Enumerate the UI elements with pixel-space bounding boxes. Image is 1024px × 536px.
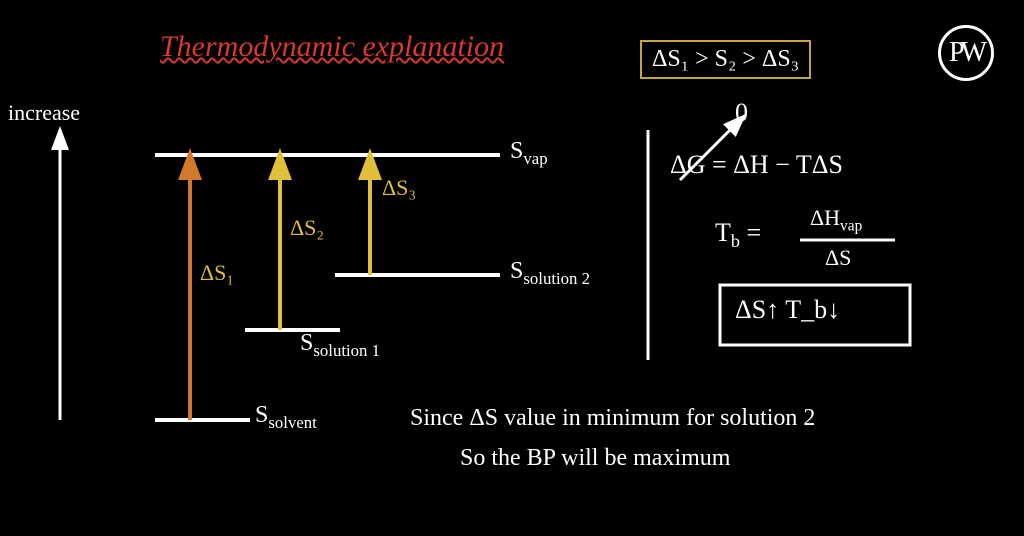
label-svap: Svap — [510, 138, 548, 169]
tb-eq-left: Tb = — [715, 218, 761, 252]
axis-label: increase — [8, 100, 80, 126]
label-ds2: ΔS₂ — [290, 215, 324, 241]
tb-frac-top: ΔHvap — [810, 205, 862, 235]
conclusion-line1: Since ΔS value in minimum for solution 2 — [410, 405, 815, 432]
label-ds1: ΔS₁ — [200, 260, 234, 286]
tb-frac-bot: ΔS — [825, 245, 851, 271]
conclusion-line2: So the BP will be maximum — [460, 445, 730, 472]
label-ssolution1: Ssolution 1 — [300, 330, 380, 361]
label-ds3: ΔS₃ — [382, 175, 416, 201]
label-ssolvent: Ssolvent — [255, 402, 317, 433]
gibbs-equation: ΔG = ΔH − TΔS — [670, 150, 843, 180]
inverse-relation-text: ΔS↑ T_b↓ — [735, 295, 840, 325]
label-ssolution2: Ssolution 2 — [510, 258, 590, 289]
zero-label: 0 — [735, 98, 748, 128]
